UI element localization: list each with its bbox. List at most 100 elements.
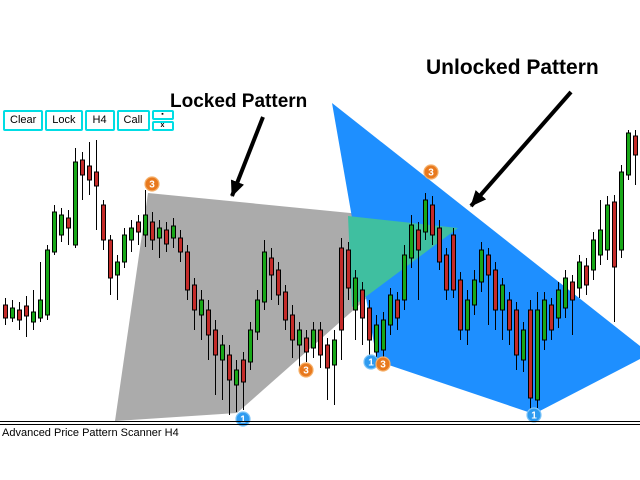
candle-body — [199, 299, 204, 316]
candle — [73, 148, 78, 248]
candle — [577, 255, 582, 298]
candle — [10, 300, 15, 322]
candle-body — [339, 247, 344, 331]
candle-body — [346, 249, 351, 289]
candle-body — [234, 369, 239, 386]
candle — [108, 235, 113, 295]
candle — [395, 292, 400, 330]
candle — [472, 270, 477, 315]
candle-body — [283, 291, 288, 321]
candle-body — [451, 234, 456, 291]
clear-button[interactable]: Clear — [3, 110, 44, 131]
candle — [598, 200, 603, 265]
candle — [164, 222, 169, 252]
call-button[interactable]: Call — [116, 110, 150, 131]
pattern-point-marker: 3 — [298, 362, 314, 378]
candle — [346, 242, 351, 300]
candle — [262, 240, 267, 310]
candle-body — [507, 299, 512, 331]
candle-body — [157, 227, 162, 239]
pattern-point-marker: 3 — [423, 164, 439, 180]
candle — [115, 255, 120, 300]
candle-body — [164, 229, 169, 245]
candle-body — [31, 311, 36, 323]
candle-body — [227, 354, 232, 381]
candle-body — [185, 251, 190, 291]
marker-circle — [526, 407, 542, 423]
candle-body — [73, 161, 78, 246]
candle-body — [570, 281, 575, 301]
candle — [206, 300, 211, 360]
candle — [507, 292, 512, 345]
candle — [353, 270, 358, 340]
candle-body — [479, 249, 484, 283]
candle — [38, 262, 43, 322]
candle-body — [136, 221, 141, 233]
candle — [318, 322, 323, 368]
mini-close-button[interactable]: x — [151, 121, 174, 131]
candle — [612, 195, 617, 322]
candle — [409, 215, 414, 268]
candle — [304, 330, 309, 362]
candle-body — [626, 132, 631, 176]
candle — [276, 262, 281, 305]
candle — [556, 282, 561, 328]
candle — [416, 222, 421, 300]
candle-body — [381, 319, 386, 351]
candle — [290, 305, 295, 358]
candle — [528, 300, 533, 410]
locked-pattern-label: Locked Pattern — [170, 91, 308, 112]
candle-body — [3, 304, 8, 319]
candle-body — [213, 329, 218, 356]
candle-body — [619, 171, 624, 251]
candle — [549, 298, 554, 340]
pattern-point-marker: 1 — [526, 407, 542, 423]
candle — [479, 242, 484, 292]
candle — [423, 193, 428, 240]
annotation-arrow[interactable] — [230, 116, 265, 197]
marker-circle — [298, 362, 314, 378]
marker-number: 1 — [368, 358, 374, 369]
candle-body — [108, 239, 113, 279]
candle — [437, 220, 442, 270]
candle-body — [178, 237, 183, 253]
marker-number: 3 — [380, 360, 386, 371]
candle — [402, 245, 407, 310]
marker-number: 1 — [531, 411, 537, 422]
candle-body — [472, 279, 477, 306]
candle — [388, 288, 393, 335]
marker-number: 1 — [240, 415, 246, 426]
annotation-arrow[interactable] — [469, 90, 573, 208]
candle-body — [52, 211, 57, 253]
candle-body — [514, 309, 519, 356]
mini-dot-button[interactable]: ▪ — [151, 110, 174, 120]
candle — [234, 360, 239, 412]
candle — [563, 270, 568, 318]
candle — [3, 298, 8, 325]
candle-body — [402, 254, 407, 301]
candle-body — [318, 329, 323, 356]
candle — [297, 322, 302, 370]
candle-body — [115, 261, 120, 276]
candle — [185, 245, 190, 300]
candle-body — [45, 249, 50, 316]
statusbar-text: Advanced Price Pattern Scanner H4 — [2, 427, 179, 439]
candle — [605, 196, 610, 260]
candle-body — [325, 344, 330, 369]
candle — [136, 215, 141, 245]
candle — [633, 130, 638, 185]
candle-body — [143, 214, 148, 236]
lock-button[interactable]: Lock — [45, 110, 83, 131]
candle — [192, 278, 197, 330]
pattern-point-marker: 3 — [144, 176, 160, 192]
candle-body — [129, 227, 134, 241]
candle-body — [500, 284, 505, 311]
unlocked-pattern-label: Unlocked Pattern — [426, 56, 599, 79]
timeframe-h4-button[interactable]: H4 — [84, 110, 115, 131]
statusbar-separator-top — [0, 421, 640, 422]
candle — [374, 315, 379, 360]
candle — [213, 320, 218, 395]
candle-body — [409, 224, 414, 259]
candle-body — [59, 214, 64, 236]
